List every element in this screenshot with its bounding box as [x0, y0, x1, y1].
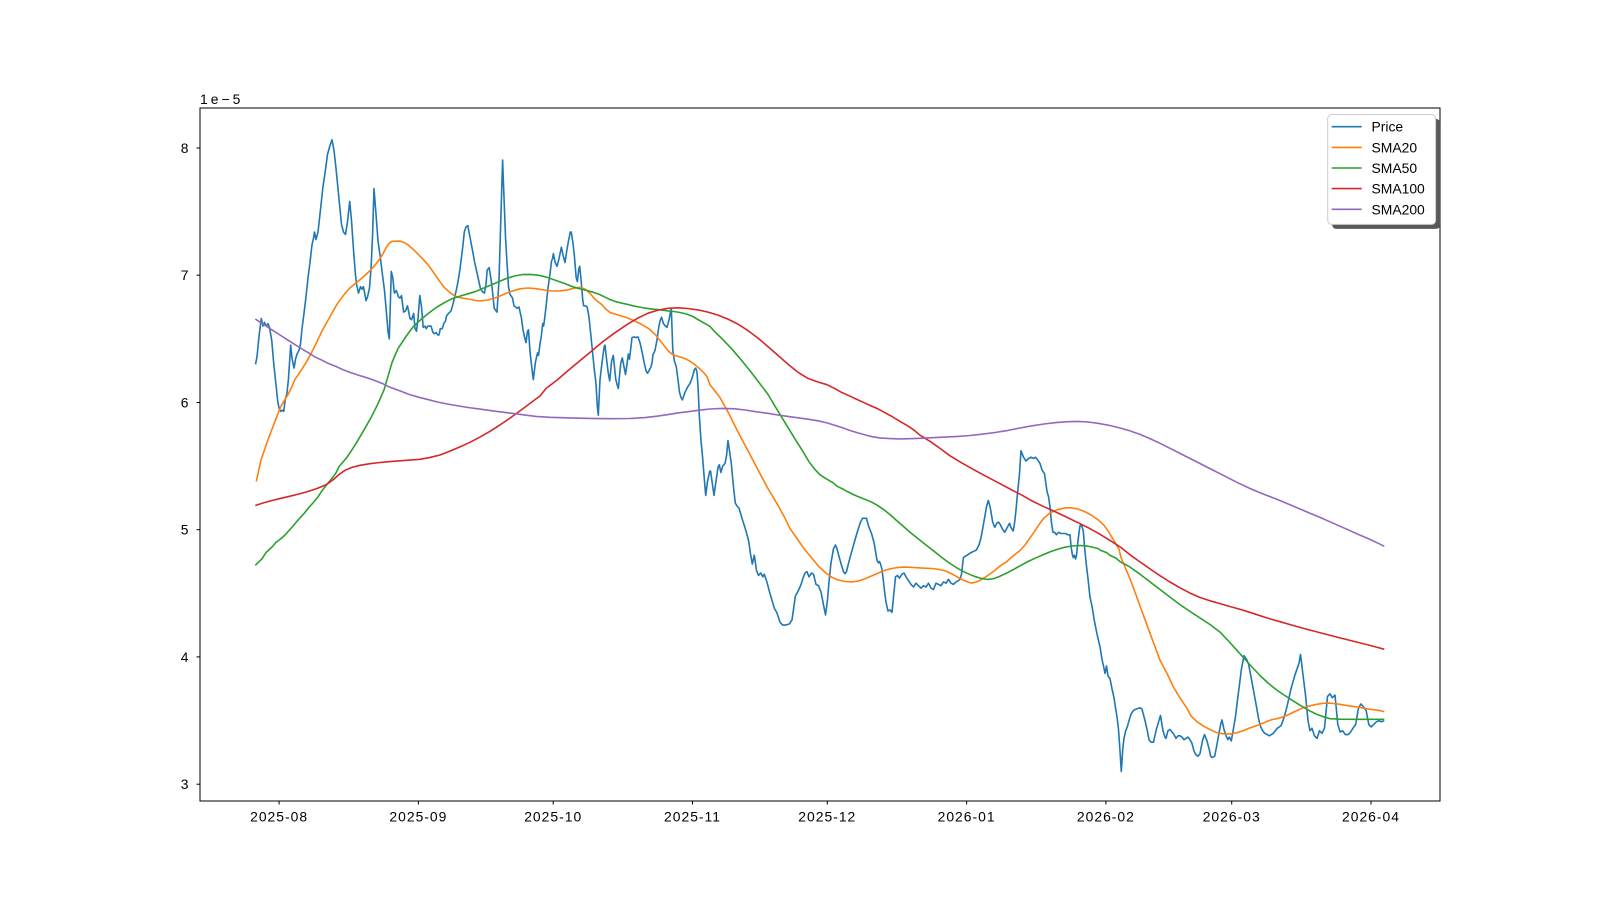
- svg-text:5: 5: [181, 522, 189, 538]
- svg-text:SMA100: SMA100: [1372, 181, 1426, 197]
- svg-text:2025-08: 2025-08: [250, 808, 308, 824]
- svg-text:2026-01: 2026-01: [938, 808, 996, 824]
- svg-text:2025-12: 2025-12: [798, 808, 856, 824]
- svg-text:4: 4: [181, 649, 189, 665]
- svg-text:2026-04: 2026-04: [1342, 808, 1400, 824]
- svg-text:2025-09: 2025-09: [389, 808, 447, 824]
- svg-text:SMA50: SMA50: [1372, 160, 1418, 176]
- svg-text:6: 6: [181, 395, 189, 411]
- svg-text:SMA200: SMA200: [1372, 201, 1426, 217]
- svg-text:2026-03: 2026-03: [1203, 808, 1261, 824]
- svg-text:2025-11: 2025-11: [664, 808, 721, 824]
- svg-text:2026-02: 2026-02: [1077, 808, 1135, 824]
- svg-text:SMA20: SMA20: [1372, 139, 1418, 155]
- svg-text:3: 3: [181, 776, 189, 792]
- svg-text:Price: Price: [1372, 119, 1404, 135]
- svg-text:1e−5: 1e−5: [200, 91, 243, 107]
- svg-text:2025-10: 2025-10: [524, 808, 582, 824]
- svg-text:8: 8: [181, 140, 189, 156]
- svg-text:7: 7: [181, 267, 189, 283]
